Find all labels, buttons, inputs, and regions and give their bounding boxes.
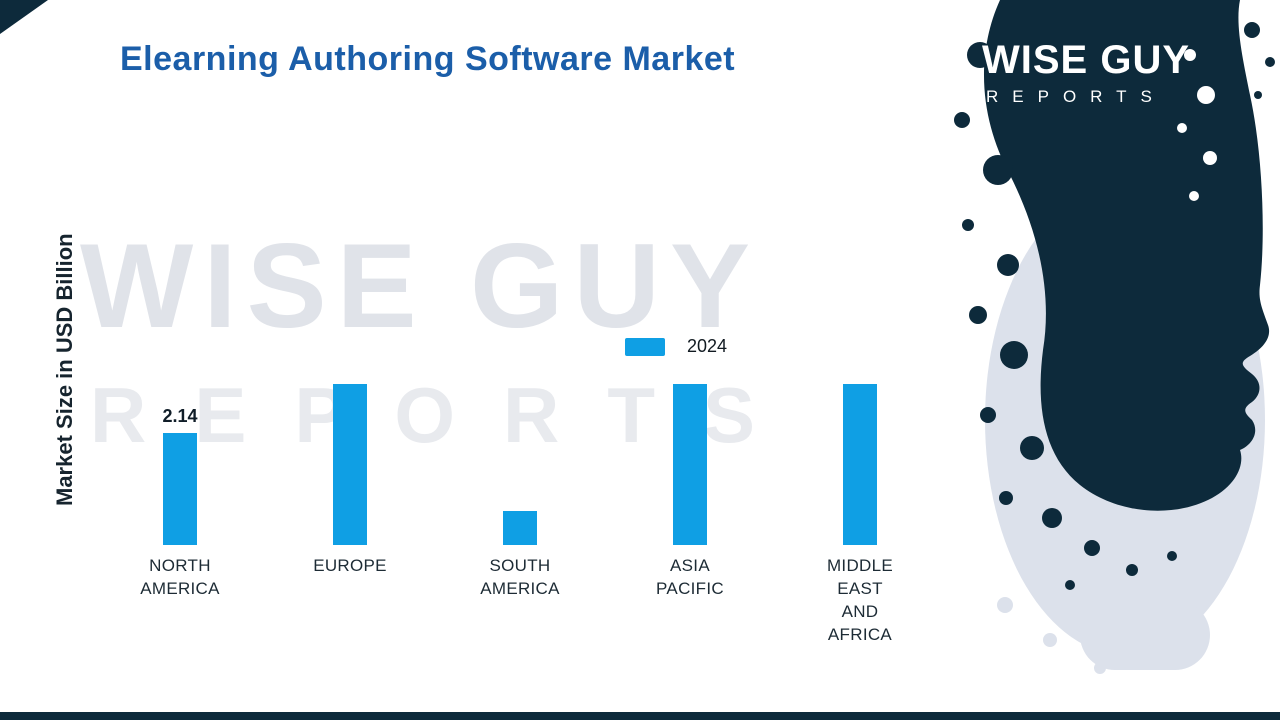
chart-title: Elearning Authoring Software Market — [120, 40, 736, 78]
bar-category-label-middle-east-and-africa: MIDDLE EAST AND AFRICA — [826, 556, 894, 644]
bar-category-label-south-america: SOUTH AMERICA — [480, 556, 560, 598]
dark-head-silhouette — [983, 0, 1270, 511]
bar-category-label-europe: EUROPE — [313, 556, 387, 575]
bar-north-america — [163, 433, 197, 545]
bar-europe — [333, 384, 367, 545]
bar-south-america — [503, 511, 537, 545]
bar-category-label-asia-pacific: ASIA PACIFIC — [656, 556, 724, 598]
head-silhouette-svg — [954, 0, 1275, 674]
watermark-wiseguy-text: WISE GUY — [80, 219, 761, 353]
corner-accent-shape — [0, 0, 48, 34]
legend-label-2024: 2024 — [687, 336, 728, 356]
bar-middle-east-and-africa — [843, 384, 877, 545]
legend-swatch-2024 — [625, 337, 665, 356]
bar-chart-plot: 2.14 NORTH AMERICA EUROPE SOUTH AMERICA ASIA PA… — [95, 378, 945, 668]
logo-subtext: REPORTS — [986, 87, 1166, 106]
chart-legend: 2024 — [625, 336, 727, 357]
bar-column-south-america: SOUTH AMERICA — [435, 378, 605, 601]
bar-category-label-north-america: NORTH AMERICA — [140, 556, 220, 598]
wiseguy-logo: WISE GUY REPORTS — [982, 38, 1190, 107]
watermark: WISE GUY REPORTS — [80, 220, 803, 461]
logo-wordmark: WISE GUY — [982, 38, 1191, 82]
navy-dot-pattern — [954, 22, 1275, 590]
bar-column-north-america: 2.14 NORTH AMERICA — [95, 378, 265, 601]
bar-column-europe: EUROPE — [265, 378, 435, 578]
wiseguy-head-graphic: WISE GUY REPORTS — [940, 0, 1280, 720]
bar-column-asia-pacific: ASIA PACIFIC — [605, 378, 775, 601]
y-axis-label: Market Size in USD Billion — [52, 233, 77, 507]
watermark-reports-text: REPORTS — [90, 371, 804, 459]
bar-asia-pacific — [673, 384, 707, 545]
bottom-accent-bar — [0, 712, 1280, 720]
white-dot-pattern — [1177, 49, 1217, 201]
bar-column-middle-east-and-africa: MIDDLE EAST AND AFRICA — [775, 378, 945, 647]
bar-value-label-north-america: 2.14 — [162, 406, 198, 426]
